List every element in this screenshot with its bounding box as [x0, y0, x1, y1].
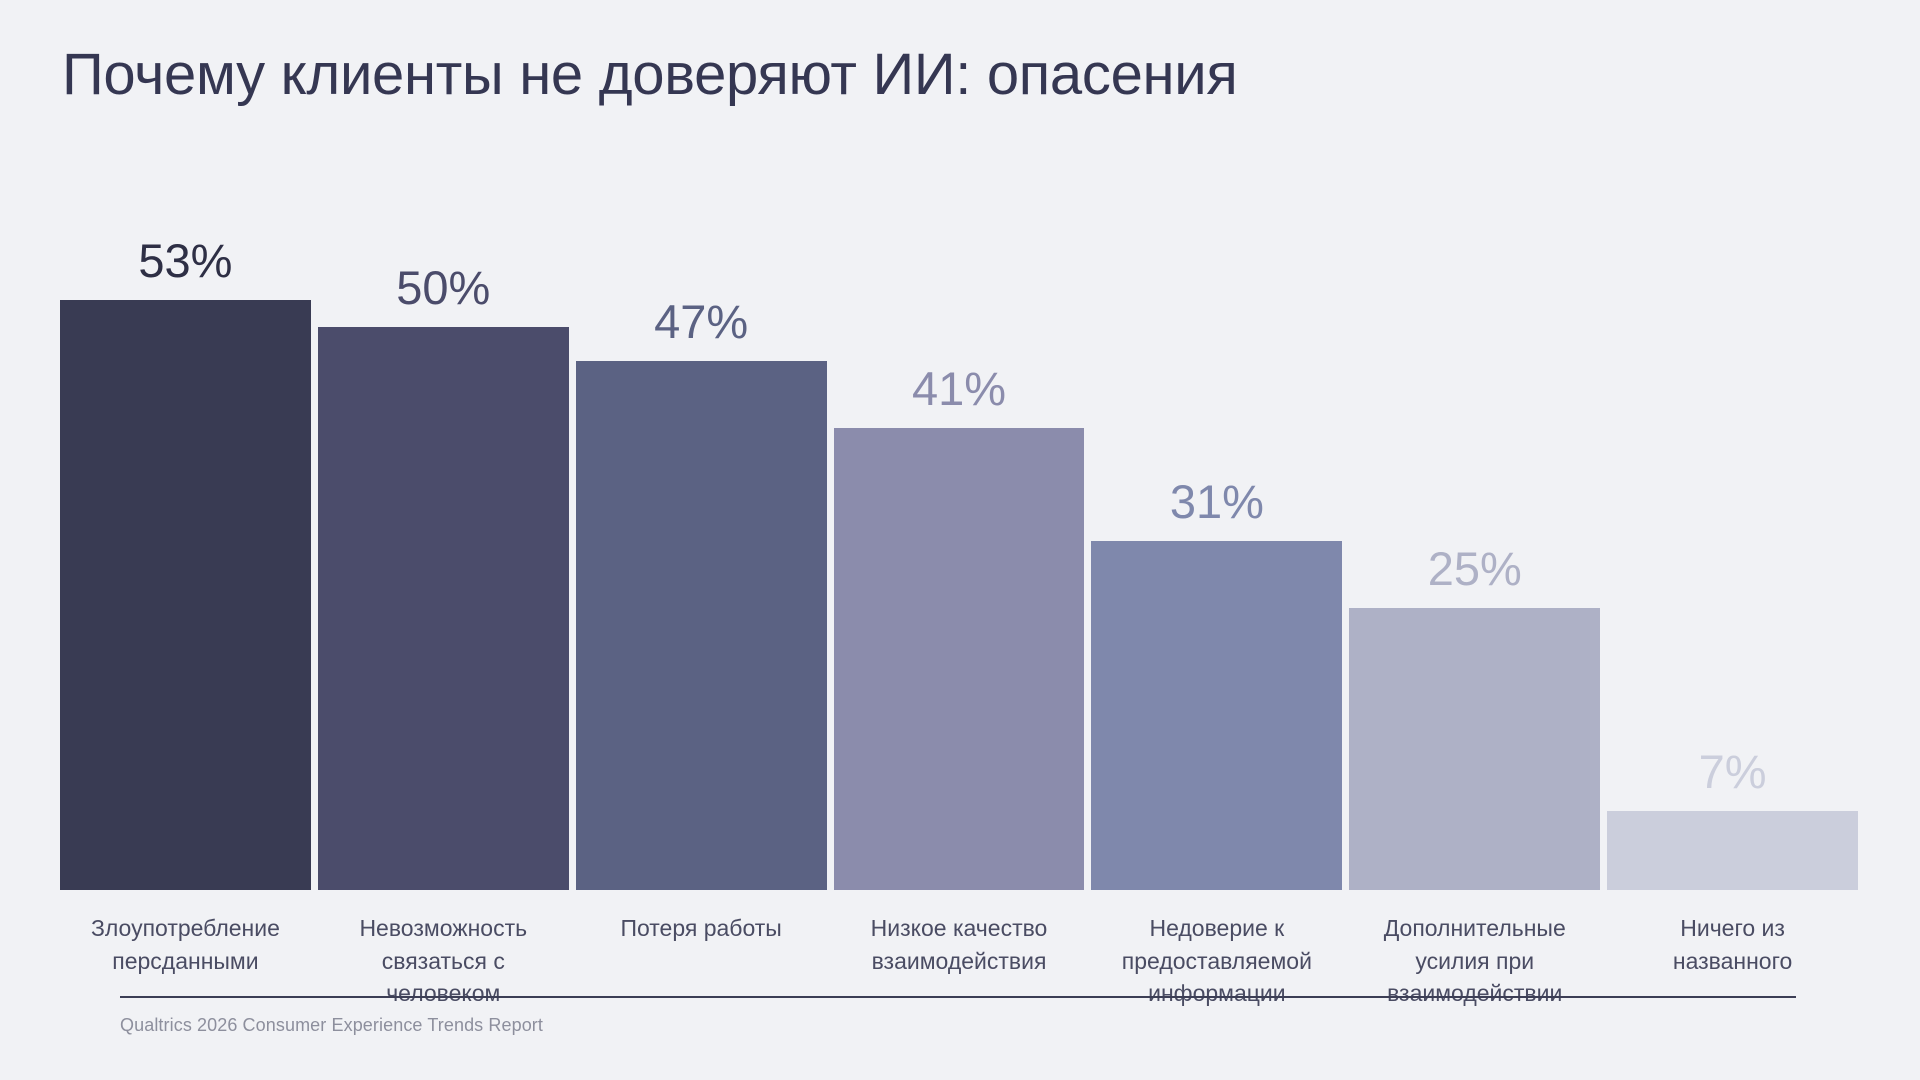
bar-column: 25% — [1349, 237, 1601, 890]
bar-rect — [60, 299, 311, 890]
bar-series: 53% 50% 47% 41% 31% 25% 7% — [60, 237, 1859, 890]
bar-rect — [317, 326, 569, 890]
x-axis-label: Дополнительные усилия при взаимодействии — [1383, 915, 1566, 1007]
bar-value-label: 53% — [138, 233, 233, 287]
footer: Qualtrics 2026 Consumer Experience Trend… — [120, 996, 1796, 1058]
bar-column: 41% — [833, 237, 1085, 890]
bar-value-label: 7% — [1698, 745, 1767, 799]
bar-rect — [1607, 811, 1859, 890]
bar-value-label: 50% — [396, 260, 491, 314]
x-axis-label: Потеря работы — [620, 915, 782, 941]
x-axis-label: Злоупотребление персданными — [90, 915, 280, 974]
x-axis-label: Низкое качество взаимодействия — [870, 915, 1048, 974]
bar-rect — [1091, 540, 1343, 890]
bar-column: 50% — [317, 237, 569, 890]
x-axis-labels: Злоупотребление персданными Невозможность… — [60, 890, 1858, 1020]
bar-value-label: 25% — [1427, 542, 1522, 596]
bar-column: 31% — [1091, 237, 1343, 890]
x-axis-label: Ничего из названного — [1672, 915, 1793, 974]
bar-value-label: 41% — [911, 362, 1007, 416]
bar-rect — [833, 428, 1085, 890]
plot-area: 53% 50% 47% 41% 31% 25% 7% Злоупотребление пер… — [60, 107, 1859, 1080]
x-axis-label: Недоверие к предоставляемой информации — [1121, 915, 1312, 1007]
title-container: Почему клиенты не доверяют ИИ: опасения — [0, 0, 1920, 107]
x-axis-label: Невозможность связаться с человеком — [359, 915, 528, 1007]
bar-rect — [1349, 608, 1601, 890]
bar-rect — [575, 360, 827, 890]
source-note: Qualtrics 2026 Consumer Experience Trend… — [120, 1015, 544, 1035]
bar-column: 53% — [60, 237, 311, 890]
bar-value-label: 47% — [654, 294, 749, 348]
bar-column: 7% — [1607, 237, 1859, 890]
bar-value-label: 31% — [1169, 474, 1264, 528]
bar-column: 47% — [575, 237, 827, 890]
page-title: Почему клиенты не доверяют ИИ: опасения — [62, 42, 1238, 107]
footer-divider — [120, 996, 1796, 998]
